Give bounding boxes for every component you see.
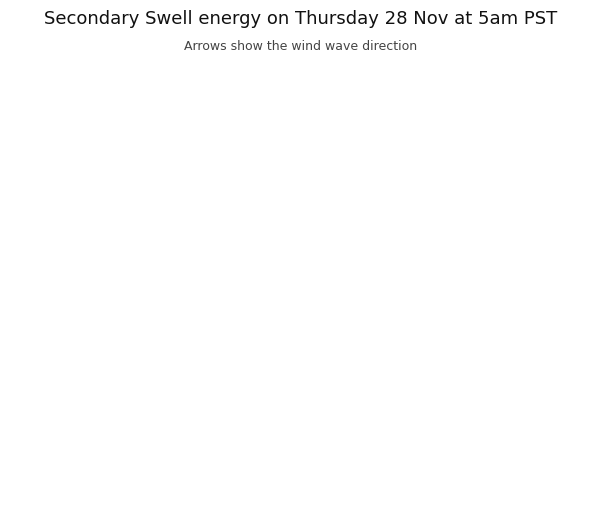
Text: Secondary Swell energy on Thursday 28 Nov at 5am PST: Secondary Swell energy on Thursday 28 No… <box>44 10 557 28</box>
Text: Arrows show the wind wave direction: Arrows show the wind wave direction <box>184 40 417 52</box>
Text: cartopy not available: cartopy not available <box>227 275 374 289</box>
